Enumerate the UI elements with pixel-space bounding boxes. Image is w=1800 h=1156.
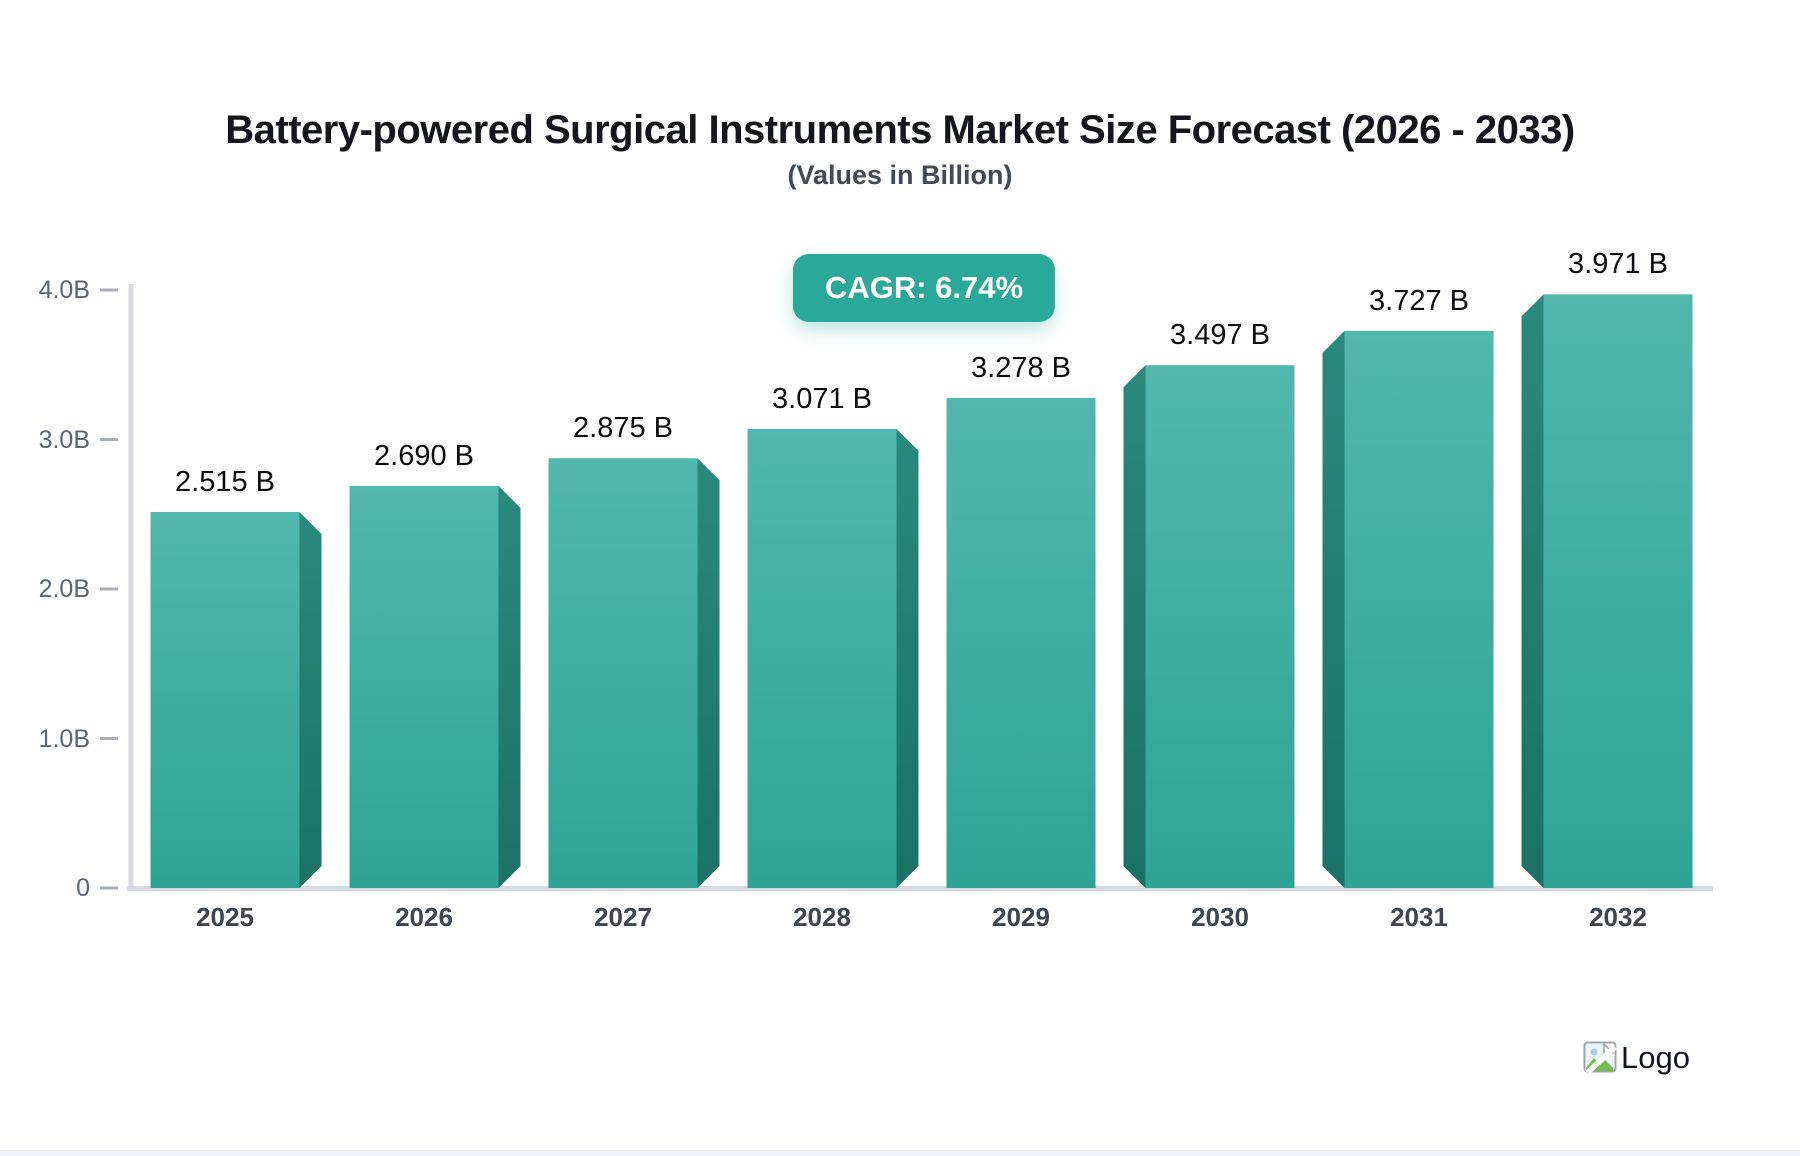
bar-value-label-2028: 3.071 B — [772, 382, 872, 415]
bar-value-label-2026: 2.690 B — [374, 439, 474, 472]
bar-2029 — [946, 397, 1096, 888]
bar-2025 — [150, 512, 300, 888]
bar-3d-side-2030 — [1123, 365, 1146, 888]
bar-value-label-2030: 3.497 B — [1170, 319, 1270, 352]
chart-title: Battery-powered Surgical Instruments Mar… — [225, 108, 1575, 152]
y-axis-tick-label: 1.0B — [38, 724, 90, 753]
bar-2032 — [1543, 294, 1693, 888]
bar-2030 — [1145, 365, 1295, 888]
y-axis-tick-label: 4.0B — [38, 276, 90, 304]
bar-3d-side-2026 — [498, 485, 521, 888]
broken-image-icon — [1583, 1041, 1617, 1073]
bar-3d-side-2027 — [697, 458, 720, 888]
bar-3d-side-2031 — [1322, 330, 1345, 889]
bar-value-label-2031: 3.727 B — [1369, 284, 1469, 317]
chart-subtitle: (Values in Billion) — [787, 160, 1013, 190]
x-axis-label-2028: 2028 — [793, 902, 851, 932]
cagr-badge: CAGR: 6.74% — [792, 254, 1056, 322]
x-axis-label-2027: 2027 — [594, 902, 652, 932]
x-axis-label-2029: 2029 — [992, 902, 1050, 932]
bottom-strip — [0, 1150, 1800, 1156]
y-axis-tick-label: 0 — [76, 874, 90, 902]
bar-2026 — [349, 485, 499, 888]
bar-value-label-2027: 2.875 B — [573, 412, 673, 445]
bar-3d-side-2028 — [896, 428, 919, 888]
x-axis-label-2031: 2031 — [1390, 902, 1448, 932]
bar-3d-side-2032 — [1521, 294, 1544, 888]
bar-2027 — [548, 458, 698, 888]
x-axis-label-2032: 2032 — [1589, 902, 1647, 932]
bar-2031 — [1344, 330, 1494, 889]
bar-value-label-2025: 2.515 B — [175, 466, 275, 498]
bar-3d-side-2025 — [299, 512, 322, 888]
y-axis-tick-label: 2.0B — [38, 575, 90, 603]
bar-value-label-2032: 3.971 B — [1568, 248, 1668, 281]
bar-value-label-2029: 3.278 B — [971, 351, 1071, 384]
y-axis-tick-label: 3.0B — [38, 425, 90, 454]
x-axis-label-2026: 2026 — [395, 902, 453, 932]
x-axis-label-2025: 2025 — [196, 902, 254, 932]
bar-2028 — [747, 428, 897, 888]
x-axis-label-2030: 2030 — [1191, 902, 1249, 932]
logo-alt-text: Logo — [1621, 1040, 1690, 1075]
logo-placeholder: Logo — [1583, 1040, 1690, 1076]
